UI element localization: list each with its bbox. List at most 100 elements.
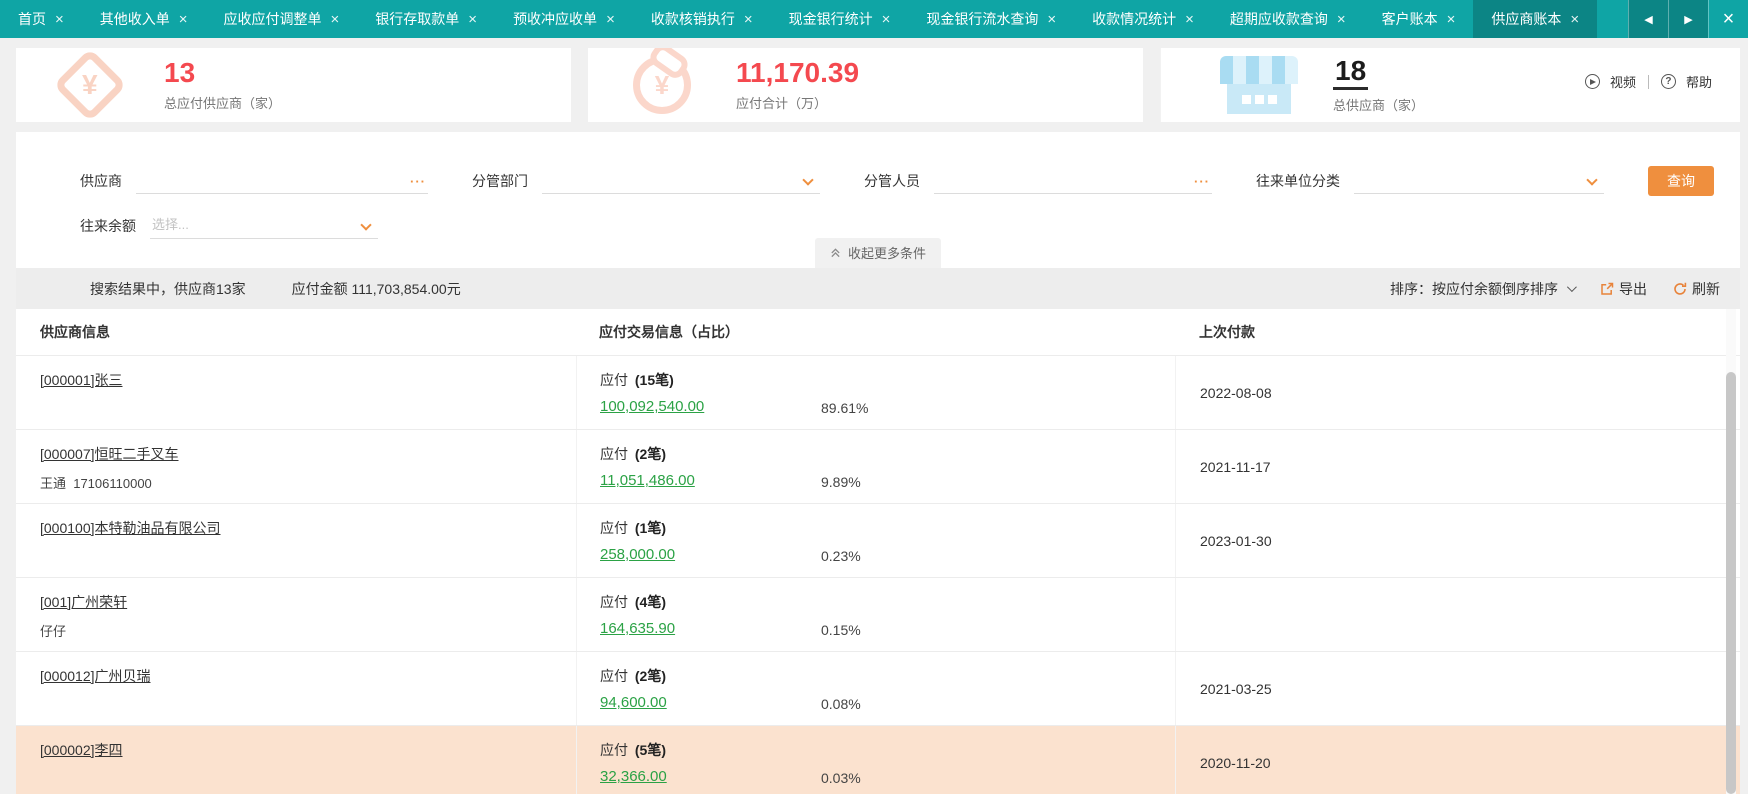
tabs-scroll-right-button[interactable]: ▶: [1668, 0, 1708, 38]
payable-amount-link[interactable]: 11,051,486.00: [600, 472, 695, 489]
tab[interactable]: 超期应收款查询 ×: [1212, 0, 1364, 38]
stat-value-payable-total: 11,170.39: [736, 57, 860, 89]
payable-amount-link[interactable]: 164,635.90: [600, 620, 676, 637]
last-payment-date: 2022-08-08: [1200, 384, 1272, 401]
collapse-filters-button[interactable]: 收起更多条件: [814, 238, 942, 268]
tab[interactable]: 供应商账本 ×: [1473, 0, 1598, 38]
category-filter-label: 往来单位分类: [1256, 173, 1340, 189]
table-row[interactable]: [000007]恒旺二手叉车 王通 17106110000 应付 (2笔) 11…: [16, 429, 1740, 503]
tab-close-icon[interactable]: ×: [55, 10, 64, 28]
supplier-info-cell: [000100]本特勒油品有限公司: [16, 504, 576, 577]
chevron-down-icon: [802, 174, 814, 186]
supplier-link[interactable]: [000001]张三: [40, 372, 123, 388]
red-envelope-icon: ¥: [53, 48, 127, 122]
result-bar: 搜索结果中，供应商13家 应付金额 111,703,854.00元 排序：按应付…: [16, 268, 1740, 309]
tabs-scroll-left-button[interactable]: ◀: [1628, 0, 1668, 38]
header-last-payment: 上次付款: [1199, 324, 1255, 340]
video-link[interactable]: 视频: [1584, 72, 1636, 91]
supplier-contact: 王通 17106110000: [40, 476, 152, 491]
supplier-info-cell: [001]广州荣轩 仔仔: [16, 578, 576, 651]
tab[interactable]: 银行存取款单 ×: [357, 0, 495, 38]
tab[interactable]: 应收应付调整单 ×: [206, 0, 358, 38]
payable-amount-link[interactable]: 94,600.00: [600, 694, 667, 711]
tab-close-icon[interactable]: ×: [1185, 10, 1194, 28]
table-row[interactable]: [000001]张三 应付 (15笔) 100,092,540.00 89.61…: [16, 355, 1740, 429]
payable-count: (15笔): [634, 372, 674, 388]
payable-percent: 0.23%: [821, 548, 861, 564]
payable-prefix: 应付: [600, 446, 628, 462]
tab-close-icon[interactable]: ×: [743, 10, 753, 28]
tab-close-icon[interactable]: ×: [468, 10, 478, 28]
payable-amount-link[interactable]: 258,000.00: [600, 546, 676, 563]
tab[interactable]: 客户账本 ×: [1364, 0, 1474, 38]
payable-count: (5笔): [634, 742, 667, 758]
chevron-down-icon: [1566, 282, 1577, 293]
last-payment-cell: [1175, 578, 1740, 651]
department-select[interactable]: [542, 168, 820, 194]
table-body: [000001]张三 应付 (15笔) 100,092,540.00 89.61…: [16, 355, 1740, 794]
export-button[interactable]: 导出: [1600, 279, 1647, 299]
tab-label: 收款核销执行: [650, 11, 735, 27]
tab-close-icon[interactable]: ×: [178, 10, 188, 28]
payable-count: (2笔): [634, 668, 667, 684]
storefront-icon: [1220, 56, 1298, 114]
tab-close-icon[interactable]: ×: [1336, 10, 1346, 28]
person-input[interactable]: ···: [934, 168, 1212, 194]
table-header: 供应商信息 应付交易信息（占比） 上次付款: [16, 309, 1740, 355]
help-link[interactable]: ? 帮助: [1660, 72, 1712, 91]
tab-label: 银行存取款单: [375, 11, 460, 27]
play-circle-icon: [1584, 74, 1600, 89]
category-select[interactable]: [1354, 168, 1604, 194]
tab[interactable]: 现金银行流水查询 ×: [908, 0, 1074, 38]
tab-close-icon[interactable]: ×: [881, 10, 891, 28]
supplier-input[interactable]: ···: [136, 168, 428, 194]
supplier-link[interactable]: [000012]广州贝瑞: [40, 668, 151, 684]
tab-close-icon[interactable]: ×: [606, 10, 615, 28]
tab[interactable]: 其他收入单 ×: [82, 0, 206, 38]
supplier-link[interactable]: [001]广州荣轩: [40, 594, 128, 610]
tab-label: 客户账本: [1381, 11, 1438, 27]
ellipsis-picker-icon[interactable]: ···: [410, 174, 426, 189]
ellipsis-picker-icon[interactable]: ···: [1194, 174, 1210, 189]
payable-amount-link[interactable]: 100,092,540.00: [600, 398, 705, 415]
table-scrollbar-thumb[interactable]: [1726, 372, 1736, 794]
refresh-icon: [1674, 282, 1687, 295]
amount-summary: 应付金额 111,703,854.00元: [291, 280, 461, 297]
tab-close-icon[interactable]: ×: [1047, 10, 1057, 28]
sort-dropdown[interactable]: 排序：按应付余额倒序排序: [1390, 279, 1577, 299]
payable-amount-link[interactable]: 32,366.00: [600, 768, 667, 785]
tab[interactable]: 预收冲应收单 ×: [495, 0, 633, 38]
payable-count: (1笔): [634, 520, 667, 536]
tab-label: 现金银行统计: [788, 11, 873, 27]
chevron-down-icon: [1586, 174, 1598, 186]
tab[interactable]: 收款核销执行 ×: [633, 0, 771, 38]
tab[interactable]: 首页 ×: [0, 0, 82, 38]
payable-info-cell: 应付 (5笔) 32,366.00 0.03%: [576, 726, 1175, 794]
table-row[interactable]: [000012]广州贝瑞 应付 (2笔) 94,600.00 0.08% 202…: [16, 651, 1740, 725]
tab-close-icon[interactable]: ×: [1570, 10, 1580, 28]
table-row[interactable]: [000100]本特勒油品有限公司 应付 (1笔) 258,000.00 0.2…: [16, 503, 1740, 577]
department-filter-label: 分管部门: [472, 173, 528, 189]
tab[interactable]: 现金银行统计 ×: [771, 0, 909, 38]
tab-label: 收款情况统计: [1092, 11, 1177, 27]
balance-select[interactable]: 选择...: [150, 213, 378, 239]
payable-info-cell: 应付 (2笔) 11,051,486.00 9.89%: [576, 430, 1175, 503]
help-links: 视频 ? 帮助: [1584, 72, 1712, 91]
supplier-link[interactable]: [000100]本特勒油品有限公司: [40, 520, 221, 536]
supplier-link[interactable]: [000002]李四: [40, 742, 123, 758]
search-button[interactable]: 查询: [1648, 166, 1714, 196]
supplier-table: 供应商信息 应付交易信息（占比） 上次付款 [000001]张三 应付 (15笔…: [16, 309, 1740, 794]
money-bag-icon: ¥: [633, 56, 691, 114]
table-row[interactable]: [000002]李四 应付 (5笔) 32,366.00 0.03% 2020-…: [16, 725, 1740, 794]
header-payable-info: 应付交易信息（占比）: [599, 324, 739, 340]
tab-close-icon[interactable]: ×: [330, 10, 340, 28]
tabs-close-all-button[interactable]: ×: [1708, 0, 1748, 38]
tab-close-icon[interactable]: ×: [1446, 10, 1456, 28]
refresh-button[interactable]: 刷新: [1673, 279, 1720, 299]
table-row[interactable]: [001]广州荣轩 仔仔 应付 (4笔) 164,635.90 0.15%: [16, 577, 1740, 651]
supplier-info-cell: [000012]广州贝瑞: [16, 652, 576, 725]
stat-card-payable-suppliers: ¥ 13 总应付供应商（家）: [16, 48, 571, 122]
payable-count: (2笔): [634, 446, 667, 462]
tab[interactable]: 收款情况统计 ×: [1074, 0, 1212, 38]
supplier-link[interactable]: [000007]恒旺二手叉车: [40, 446, 179, 462]
